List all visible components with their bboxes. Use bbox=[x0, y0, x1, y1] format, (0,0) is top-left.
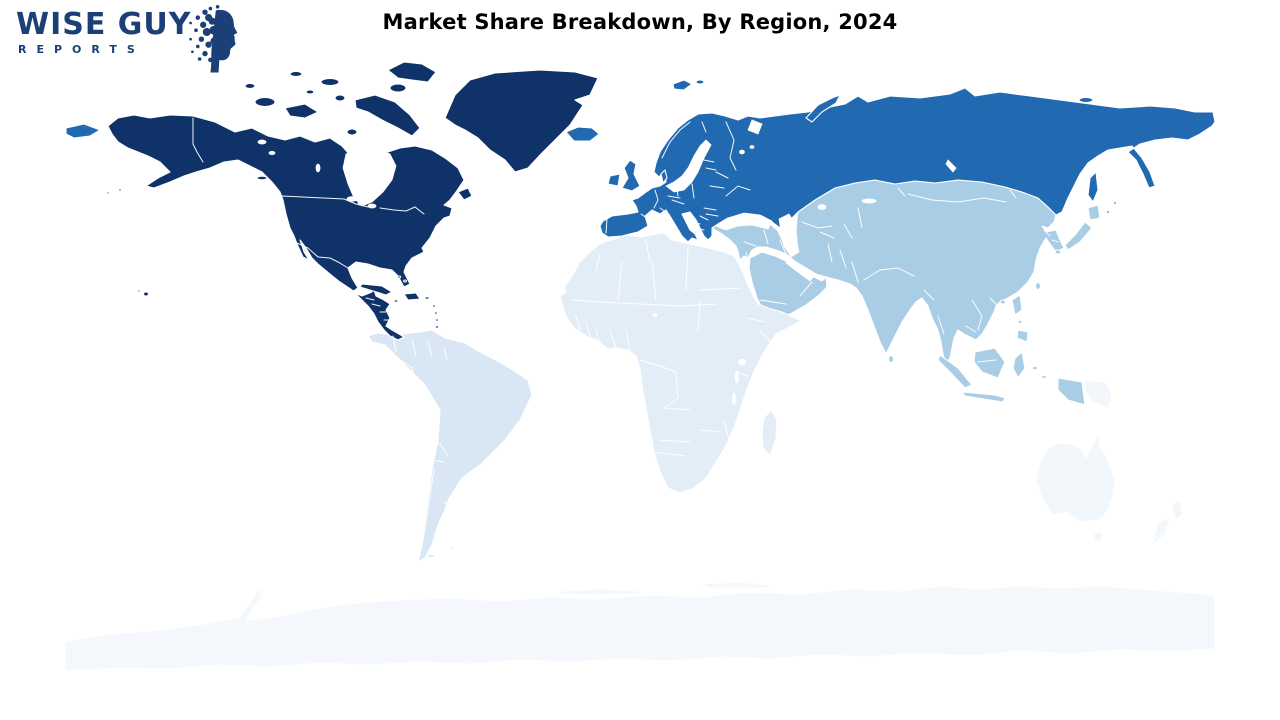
wise-guy-reports-logo: WISE GUY REPORTS bbox=[16, 5, 250, 78]
region-oceania bbox=[1035, 379, 1184, 546]
logo-head-icon bbox=[188, 5, 237, 73]
region-south-america bbox=[367, 329, 533, 563]
country-borders bbox=[192, 117, 1059, 547]
region-asia bbox=[711, 179, 1101, 406]
logo-subtitle: REPORTS bbox=[18, 43, 145, 56]
logo-text: WISE GUY REPORTS bbox=[16, 7, 192, 57]
region-antarctica bbox=[64, 581, 1216, 672]
logo-wordmark: WISE GUY bbox=[16, 7, 192, 42]
lakes-and-seas bbox=[257, 119, 957, 406]
chart-title: Market Share Breakdown, By Region, 2024 bbox=[382, 10, 898, 34]
region-africa bbox=[559, 232, 802, 494]
